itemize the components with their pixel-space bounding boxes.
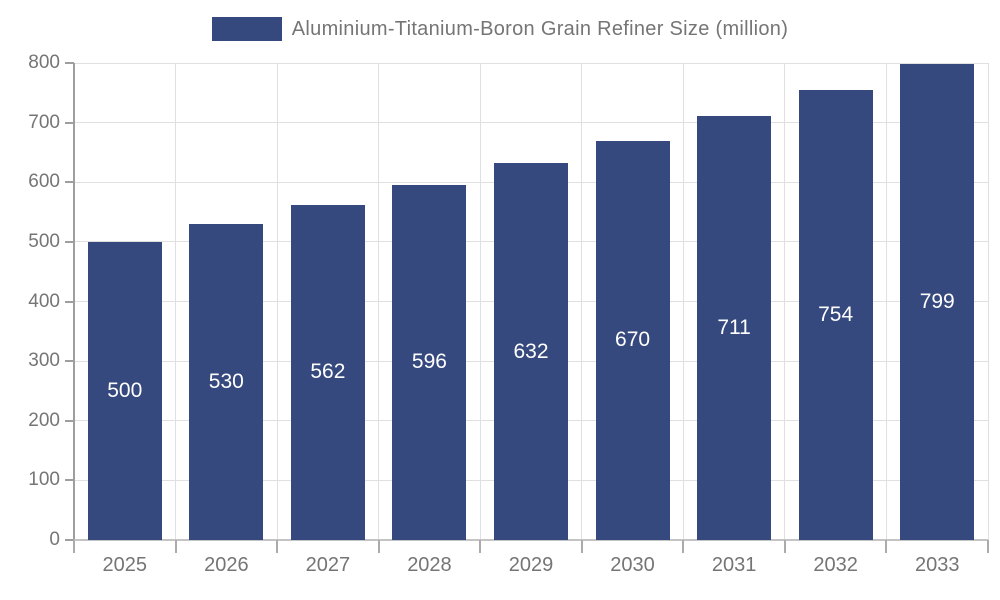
y-axis-tick bbox=[65, 300, 74, 303]
x-axis-tick bbox=[580, 540, 583, 553]
legend-label: Aluminium-Titanium-Boron Grain Refiner S… bbox=[291, 17, 789, 40]
bar-2032[interactable]: 754 bbox=[798, 90, 873, 540]
x-tick-label: 2031 bbox=[711, 554, 757, 576]
bar-2030[interactable]: 670 bbox=[595, 140, 670, 540]
x-axis-tick bbox=[885, 540, 888, 553]
bar-2028[interactable]: 596 bbox=[392, 184, 467, 540]
y-axis-tick bbox=[65, 419, 74, 422]
gridline-vertical bbox=[175, 63, 177, 540]
legend-item[interactable]: Aluminium-Titanium-Boron Grain Refiner S… bbox=[0, 17, 1000, 41]
gridline-vertical bbox=[885, 63, 887, 540]
bar-2031[interactable]: 711 bbox=[697, 116, 772, 540]
y-axis-tick bbox=[65, 479, 74, 482]
legend-swatch-icon bbox=[211, 17, 282, 41]
y-axis-tick bbox=[65, 240, 74, 243]
x-axis-tick bbox=[174, 540, 177, 553]
x-axis-tick bbox=[682, 540, 685, 553]
x-tick-label: 2029 bbox=[508, 554, 554, 576]
x-axis-tick bbox=[987, 540, 989, 553]
y-tick-label: 400 bbox=[28, 290, 60, 312]
y-axis-tick bbox=[65, 62, 74, 64]
bar-value-label: 562 bbox=[310, 360, 346, 384]
gridline-vertical bbox=[378, 63, 380, 540]
x-axis-line bbox=[74, 539, 988, 541]
y-axis-tick bbox=[65, 121, 74, 124]
x-axis-tick bbox=[377, 540, 380, 553]
bar-value-label: 754 bbox=[818, 303, 854, 327]
bar-value-label: 632 bbox=[513, 339, 549, 363]
gridline-vertical bbox=[479, 63, 481, 540]
y-tick-label: 300 bbox=[28, 350, 60, 372]
bar-2033[interactable]: 799 bbox=[900, 63, 975, 540]
bar-value-label: 596 bbox=[411, 350, 447, 374]
x-axis-tick bbox=[73, 540, 75, 553]
x-tick-label: 2030 bbox=[610, 554, 655, 576]
gridline-vertical bbox=[682, 63, 684, 540]
bar-value-label: 500 bbox=[107, 378, 143, 402]
y-axis-tick bbox=[65, 539, 74, 541]
y-tick-label: 800 bbox=[28, 52, 60, 73]
y-axis-tick bbox=[65, 360, 74, 363]
y-tick-label: 0 bbox=[49, 529, 60, 550]
x-tick-label: 2027 bbox=[305, 554, 351, 576]
y-tick-label: 700 bbox=[28, 111, 60, 133]
y-axis-line bbox=[73, 63, 75, 553]
x-tick-label: 2033 bbox=[914, 554, 960, 576]
bar-2029[interactable]: 632 bbox=[494, 163, 568, 540]
y-axis-tick bbox=[65, 181, 74, 184]
y-tick-label: 100 bbox=[28, 469, 60, 491]
gridline-vertical bbox=[581, 63, 583, 540]
x-axis-tick bbox=[479, 540, 482, 553]
bar-value-label: 799 bbox=[919, 289, 955, 313]
y-tick-label: 500 bbox=[28, 230, 60, 252]
bar-value-label: 711 bbox=[717, 316, 751, 340]
x-tick-label: 2025 bbox=[102, 554, 148, 576]
x-tick-label: 2028 bbox=[407, 554, 452, 576]
gridline-horizontal bbox=[74, 62, 988, 64]
bar-2026[interactable]: 530 bbox=[189, 223, 264, 540]
bar-value-label: 670 bbox=[615, 328, 651, 352]
gridline-vertical bbox=[987, 63, 989, 540]
gridline-vertical bbox=[276, 63, 278, 540]
gridline-horizontal bbox=[74, 122, 988, 124]
bar-2025[interactable]: 500 bbox=[87, 241, 162, 540]
x-axis-tick bbox=[276, 540, 279, 553]
x-tick-label: 2026 bbox=[204, 554, 249, 576]
bar-value-label: 530 bbox=[208, 369, 244, 393]
x-axis-tick bbox=[783, 540, 786, 553]
y-tick-label: 200 bbox=[28, 409, 60, 431]
gridline-vertical bbox=[784, 63, 786, 540]
bar-2027[interactable]: 562 bbox=[290, 204, 365, 540]
y-tick-label: 600 bbox=[28, 171, 60, 193]
x-tick-label: 2032 bbox=[813, 554, 858, 576]
